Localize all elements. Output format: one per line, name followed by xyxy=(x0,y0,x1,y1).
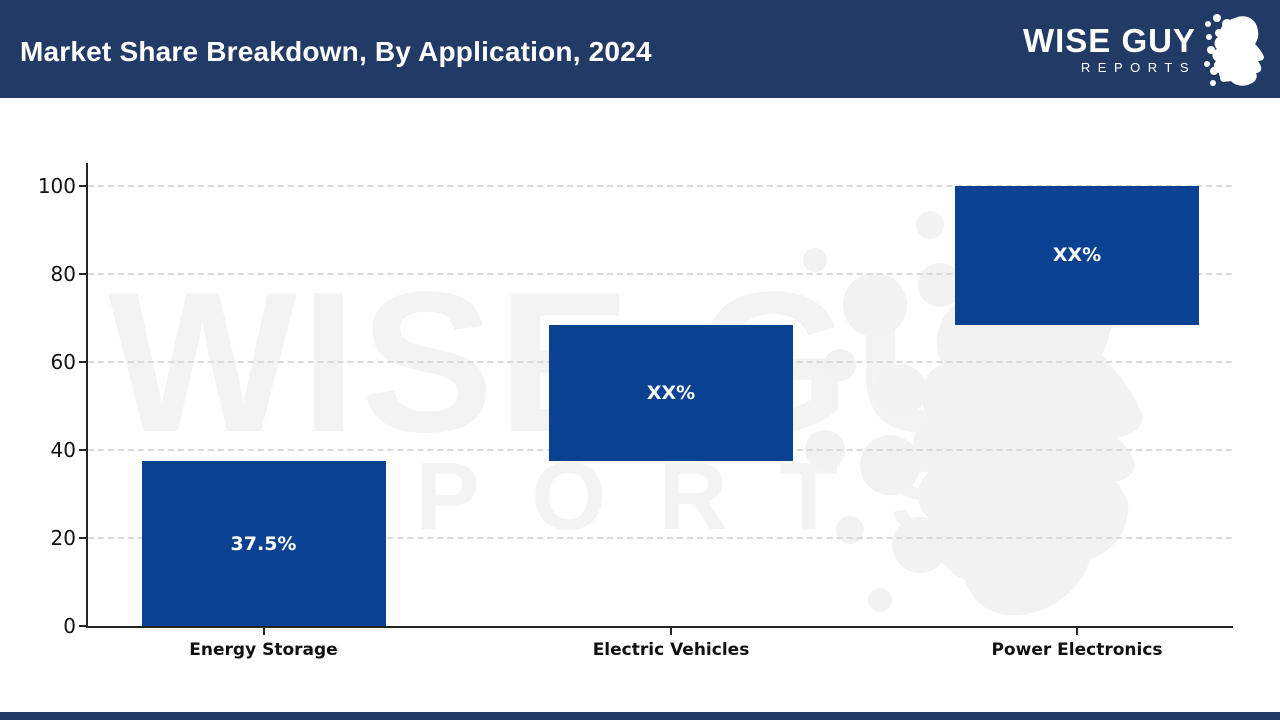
y-axis-spine xyxy=(86,163,88,628)
bar-power-electronics xyxy=(955,186,1199,325)
x-tick-mark xyxy=(1076,628,1078,635)
y-tick-mark xyxy=(79,449,86,451)
y-tick-mark xyxy=(79,273,86,275)
x-category-label: Power Electronics xyxy=(991,640,1163,660)
logo-face-icon xyxy=(1204,14,1264,86)
logo-wordmark: WISE GUY xyxy=(1022,22,1196,59)
logo-text: WISE GUY REPORTS xyxy=(1023,24,1196,76)
page-title: Market Share Breakdown, By Application, … xyxy=(20,36,652,67)
logo-subtext: REPORTS xyxy=(1080,60,1196,75)
header-bar: Market Share Breakdown, By Application, … xyxy=(0,0,1280,98)
wise-guy-reports-logo: WISE GUY REPORTS xyxy=(1018,6,1268,92)
y-tick-mark xyxy=(79,185,86,187)
bar-value-label: 37.5% xyxy=(230,532,297,555)
y-tick-label: 20 xyxy=(50,526,76,550)
x-tick-mark xyxy=(262,628,265,635)
gridline-100 xyxy=(88,185,1232,187)
x-category-label: Energy Storage xyxy=(189,640,338,660)
y-tick-label: 100 xyxy=(37,174,76,198)
gridline-80 xyxy=(88,273,1232,275)
y-tick-label: 80 xyxy=(50,262,76,286)
y-tick-mark xyxy=(79,625,86,627)
gridline-20 xyxy=(88,537,1232,539)
bar-energy-storage xyxy=(141,461,386,626)
bar-value-label: XX% xyxy=(646,381,696,404)
y-tick-mark xyxy=(79,361,86,363)
y-tick-mark xyxy=(79,537,86,539)
footer-bar xyxy=(0,712,1280,720)
y-tick-label: 40 xyxy=(50,438,76,462)
bar-electric-vehicles xyxy=(549,324,793,461)
y-tick-label: 60 xyxy=(50,350,76,374)
y-tick-label: 0 xyxy=(63,614,76,638)
x-category-label: Electric Vehicles xyxy=(592,640,750,660)
x-axis-spine xyxy=(86,626,1233,628)
bar-value-label: XX% xyxy=(1052,244,1102,267)
x-tick-mark xyxy=(670,628,672,635)
